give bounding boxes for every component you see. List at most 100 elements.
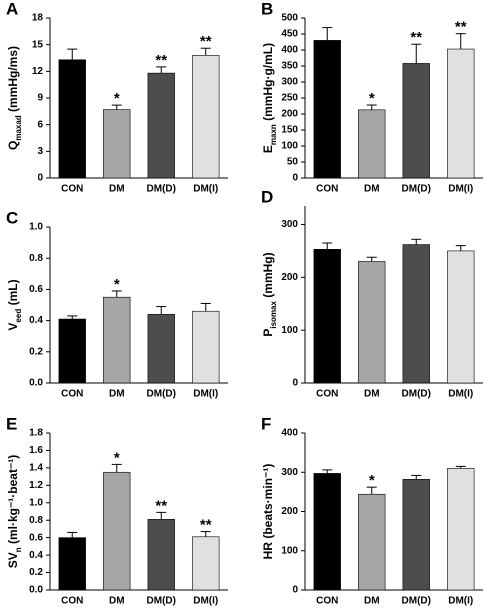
bar [402, 244, 430, 384]
error-bar [156, 511, 167, 520]
significance-marker: ** [200, 33, 212, 50]
error-bar [366, 256, 377, 262]
x-tick-label: DM(I) [448, 596, 473, 607]
error-bar [200, 531, 211, 537]
y-axis-label-part: HR (beats·min⁻¹) [261, 464, 275, 560]
error-bar [322, 469, 333, 474]
error-bar [67, 315, 78, 320]
bar [147, 519, 175, 591]
y-tick-label: 0.2 [29, 567, 43, 578]
y-axis-label-part: n [14, 547, 23, 552]
y-tick-label: 250 [281, 93, 298, 104]
error-bar [455, 465, 466, 469]
bar [313, 473, 341, 591]
error-bar [411, 43, 422, 64]
x-tick-label: DM(D) [402, 184, 431, 195]
y-tick-label: 0.4 [29, 315, 43, 326]
panel-label: F [261, 414, 271, 433]
x-tick-label: DM [109, 184, 125, 195]
error-bar [67, 48, 78, 60]
bar [192, 536, 220, 591]
y-tick-label: 350 [281, 61, 298, 72]
y-axis-label-part: (mmHg) [261, 252, 275, 301]
y-tick-label: 500 [281, 13, 298, 24]
x-tick-label: CON [61, 389, 83, 400]
y-axis-label: Emaxn (mmHg·g/mL) [261, 43, 277, 153]
y-axis-label: Pisomax (mmHg) [261, 252, 277, 336]
error-bar [200, 47, 211, 56]
y-axis-label-part: SV [6, 552, 20, 568]
y-tick-label: 0 [37, 173, 43, 184]
bar [447, 48, 475, 179]
y-axis-label-part: (mmHg·g/mL) [261, 43, 275, 124]
y-tick-label: 15 [32, 39, 44, 50]
x-tick-label: DM(D) [147, 389, 176, 400]
y-axis-label: Qmaxad (mmHg/ms) [6, 46, 22, 150]
x-tick-label: DM [364, 389, 380, 400]
significance-marker: * [369, 90, 375, 107]
y-tick-label: 300 [281, 77, 298, 88]
x-tick-label: CON [316, 596, 338, 607]
y-tick-label: 1.4 [29, 463, 43, 474]
y-axis-label-part: maxad [14, 115, 23, 140]
bar [402, 479, 430, 591]
bar [147, 72, 175, 179]
panel-label: A [6, 0, 18, 18]
panel: B Emaxn (mmHg·g/mL) 0 50 100 150 200 250 300 350 4… [261, 0, 483, 195]
y-tick-label: 1.0 [29, 222, 43, 233]
bar [358, 261, 386, 384]
y-tick-label: 0.4 [29, 550, 43, 561]
x-tick-label: CON [61, 596, 83, 607]
x-tick-label: DM(D) [402, 596, 431, 607]
y-axis-label-part: (mL) [6, 279, 20, 308]
error-bar [411, 474, 422, 480]
panel: E SVn (ml·kg⁻¹·beat⁻¹) 0.0 0.2 0.4 0.6 0.8 1.0 1… [6, 414, 228, 607]
bar [103, 109, 131, 179]
bar [402, 63, 430, 179]
significance-marker: ** [155, 497, 167, 514]
significance-marker: * [114, 276, 120, 293]
y-tick-label: 100 [281, 141, 298, 152]
y-tick-label: 0.0 [29, 378, 43, 389]
y-tick-label: 0.8 [29, 515, 43, 526]
y-tick-label: 6 [37, 119, 43, 130]
error-bar [366, 104, 377, 110]
y-axis-label-part: P [261, 329, 275, 337]
y-tick-label: 450 [281, 29, 298, 40]
panel: C Veed (mL) 0.0 0.2 0.4 0.6 0.8 1.0 CON * DM DM(D) D… [6, 208, 228, 400]
bar [447, 468, 475, 591]
y-axis-label-part: Q [6, 141, 20, 150]
error-bar [111, 290, 122, 298]
x-tick-label: DM(I) [448, 184, 473, 195]
x-tick-label: DM [109, 389, 125, 400]
x-tick-label: DM [364, 184, 380, 195]
bar [313, 249, 341, 384]
error-bar [200, 302, 211, 312]
error-bar [111, 104, 122, 110]
y-tick-label: 400 [281, 45, 298, 56]
y-tick-label: 1.8 [29, 428, 43, 439]
x-tick-label: CON [61, 184, 83, 195]
y-tick-label: 12 [32, 66, 44, 77]
y-tick-label: 50 [287, 157, 299, 168]
y-tick-label: 0.0 [29, 585, 43, 596]
error-bar [455, 245, 466, 251]
y-axis-label: HR (beats·min⁻¹) [261, 464, 275, 560]
bar [192, 310, 220, 384]
bar [103, 296, 131, 384]
bar [192, 55, 220, 179]
significance-marker: ** [410, 29, 422, 46]
y-axis-label: Veed (mL) [6, 279, 22, 330]
panel: F HR (beats·min⁻¹) 0 100 200 300 400 CON * DM DM(D… [261, 414, 483, 607]
y-tick-label: 0.2 [29, 346, 43, 357]
panel: A Qmaxad (mmHg/ms) 0 3 6 9 12 15 18 CON * DM ** DM(D)… [6, 0, 228, 195]
x-tick-label: CON [316, 184, 338, 195]
bar [103, 471, 131, 591]
bar [447, 250, 475, 384]
x-tick-label: DM(I) [193, 596, 218, 607]
y-tick-label: 3 [37, 146, 43, 157]
bar [313, 40, 341, 179]
y-tick-label: 100 [281, 325, 298, 336]
y-tick-label: 400 [281, 428, 298, 439]
